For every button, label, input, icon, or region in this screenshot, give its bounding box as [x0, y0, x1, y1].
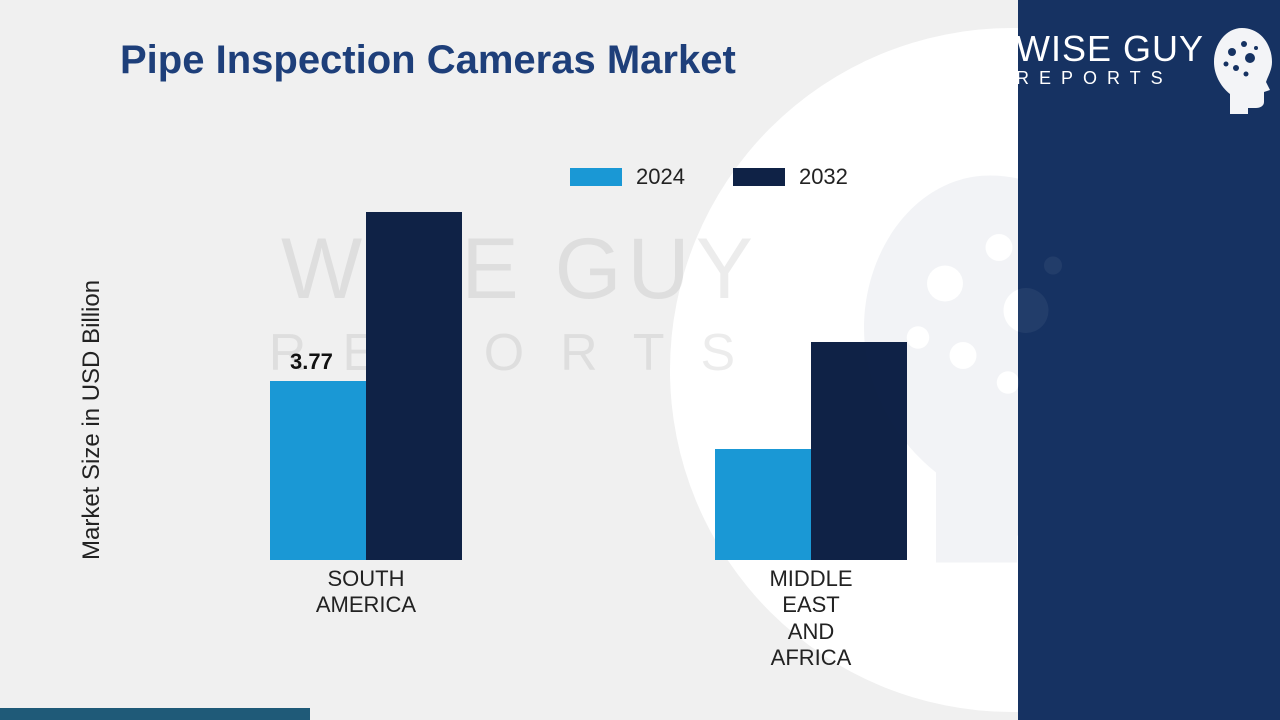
legend-label: 2024	[636, 164, 685, 190]
bar	[270, 381, 366, 560]
bar	[366, 212, 462, 560]
chart-title: Pipe Inspection Cameras Market	[120, 38, 736, 83]
brand-logo-line2: REPORTS	[1016, 68, 1204, 89]
bar	[715, 449, 811, 560]
legend-swatch	[733, 168, 785, 186]
brand-logo-line1: WISE GUY	[1016, 28, 1204, 70]
legend-swatch	[570, 168, 622, 186]
y-axis-label: Market Size in USD Billion	[78, 280, 106, 560]
legend: 20242032	[570, 164, 848, 190]
decorative-head-icon	[810, 150, 1170, 570]
bar-value-label: 3.77	[290, 349, 333, 375]
bottom-accent-bar	[0, 708, 310, 720]
category-label: SOUTHAMERICA	[270, 566, 462, 619]
category-label: MIDDLEEASTANDAFRICA	[715, 566, 907, 672]
legend-item: 2024	[570, 164, 685, 190]
chart-canvas: WISE GUY REPORTS Pipe Inspection Cameras…	[0, 0, 1280, 720]
chart-area: 3.77SOUTHAMERICAMIDDLEEASTANDAFRICA	[110, 200, 930, 560]
brand-logo: WISE GUY REPORTS	[1016, 28, 1204, 89]
head-icon	[1202, 24, 1280, 114]
